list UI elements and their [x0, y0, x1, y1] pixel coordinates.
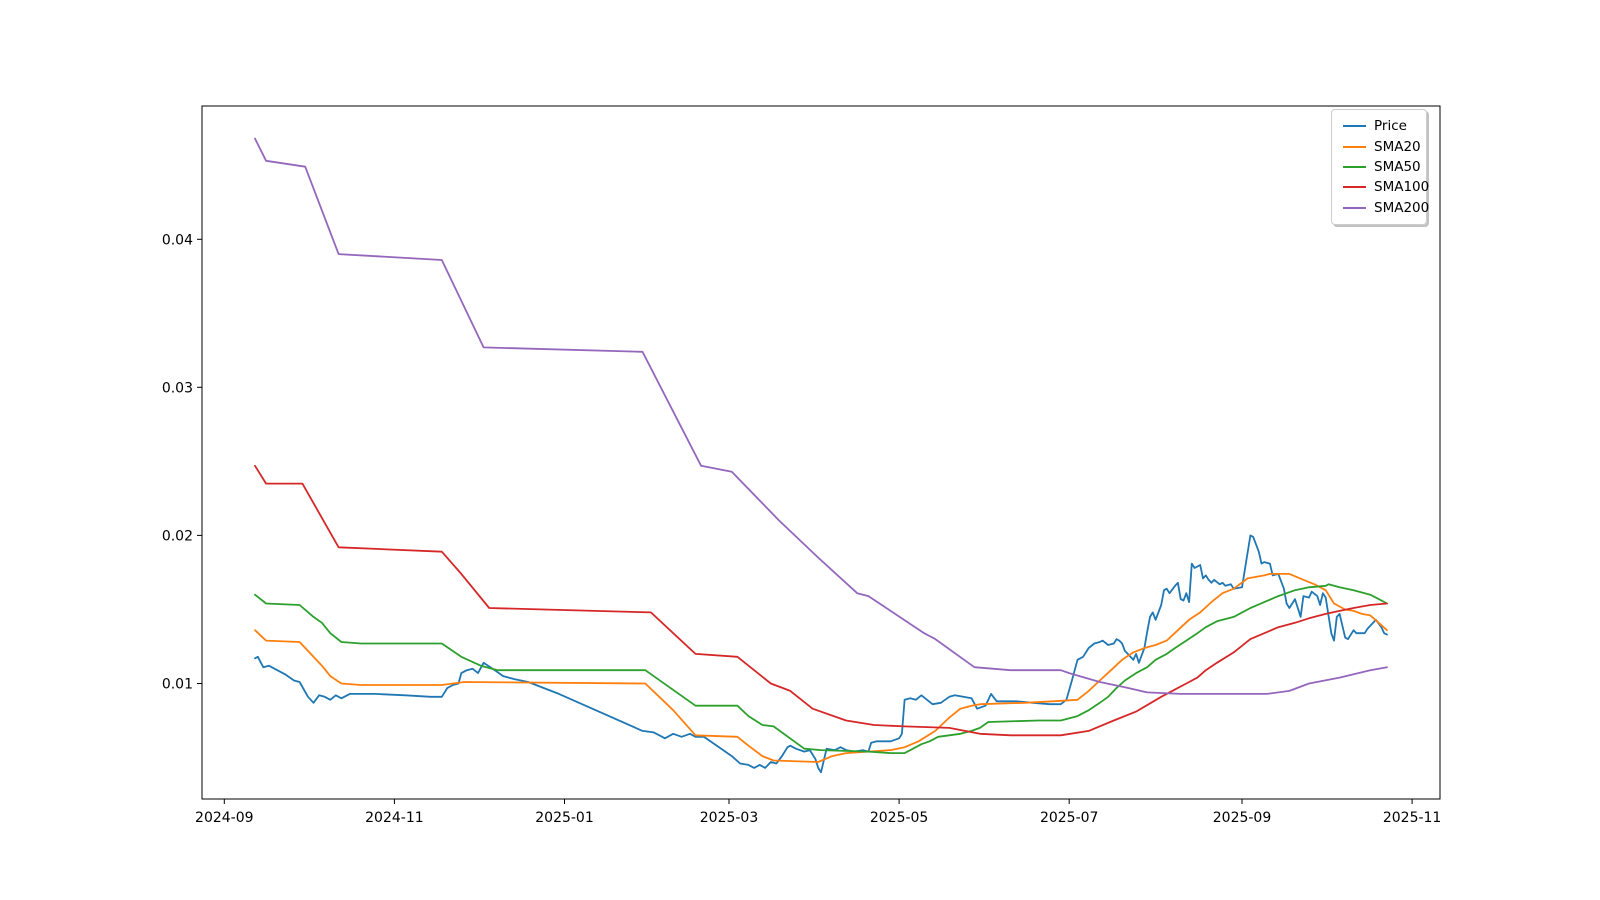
series-line-price: [254, 534, 1388, 774]
legend-swatch-price: [1343, 125, 1366, 128]
y-tick-label: 0.04: [162, 232, 193, 248]
legend-swatch-sma20: [1343, 145, 1366, 148]
x-tick-label: 2025-03: [700, 810, 759, 826]
x-tick-label: 2025-01: [535, 810, 594, 826]
legend-label: Price: [1374, 118, 1407, 135]
x-tick-label: 2024-09: [195, 810, 254, 826]
legend-label: SMA50: [1374, 158, 1421, 175]
series-line-sma20: [254, 573, 1388, 763]
series-line-sma100: [254, 464, 1388, 737]
x-tick-label: 2025-07: [1040, 810, 1099, 826]
plot-frame: [201, 105, 1441, 800]
x-tick-label: 2024-11: [365, 810, 424, 826]
legend-swatch-sma100: [1343, 186, 1366, 189]
legend-item-sma100: SMA100: [1343, 177, 1429, 197]
legend-item-sma20: SMA20: [1343, 136, 1421, 156]
y-tick-label: 0.01: [162, 677, 193, 693]
series-line-sma50: [254, 583, 1388, 754]
legend-label: SMA100: [1374, 179, 1430, 196]
y-tick-label: 0.03: [162, 380, 193, 396]
y-tick-label: 0.02: [162, 528, 193, 544]
legend: Price SMA20 SMA50 SMA100 SMA200: [1331, 109, 1429, 225]
series-line-sma200: [254, 137, 1388, 695]
x-tick-label: 2025-11: [1383, 810, 1442, 826]
legend-swatch-sma50: [1343, 165, 1366, 168]
legend-swatch-sma200: [1343, 206, 1366, 209]
legend-item-sma200: SMA200: [1343, 198, 1429, 218]
legend-item-sma50: SMA50: [1343, 157, 1421, 177]
x-tick-label: 2025-09: [1213, 810, 1272, 826]
legend-label: SMA20: [1374, 138, 1421, 155]
legend-label: SMA200: [1374, 199, 1430, 216]
x-tick-label: 2025-05: [870, 810, 929, 826]
legend-item-price: Price: [1343, 116, 1420, 136]
